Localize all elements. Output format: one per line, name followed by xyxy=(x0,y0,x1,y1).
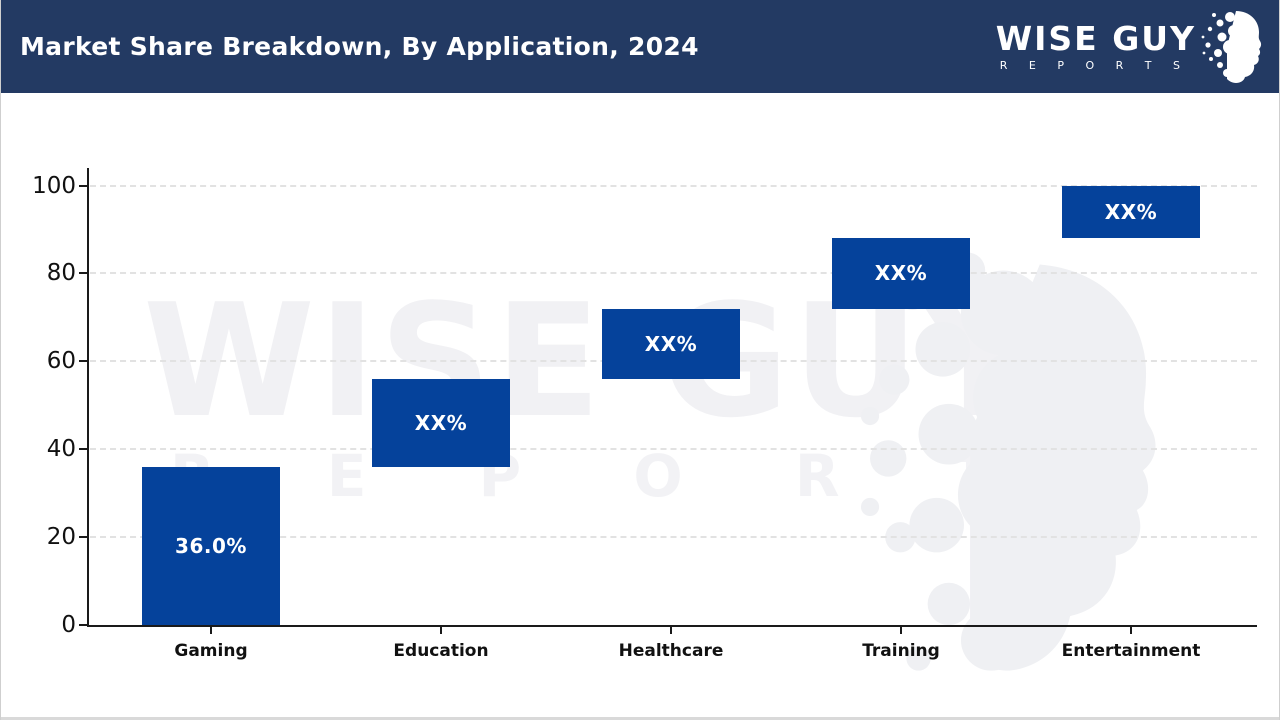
x-axis-tick xyxy=(210,627,212,634)
y-axis-tick-label: 40 xyxy=(46,436,76,463)
watermark-head-icon xyxy=(845,222,1180,711)
category-label-entertainment: Entertainment xyxy=(1061,641,1201,661)
y-axis-tick xyxy=(79,536,88,539)
category-label-gaming: Gaming xyxy=(174,641,248,661)
y-axis-tick xyxy=(79,624,88,626)
y-axis-tick-label: 80 xyxy=(46,260,76,287)
bar-healthcare: XX% xyxy=(602,308,740,379)
bar-training: XX% xyxy=(832,238,970,309)
page-title: Market Share Breakdown, By Application, … xyxy=(20,32,699,61)
x-axis-tick xyxy=(440,627,442,634)
y-axis-tick xyxy=(79,360,88,363)
x-axis-tick xyxy=(900,627,902,634)
gridline-20 xyxy=(90,536,1257,539)
gridline-40 xyxy=(90,448,1257,451)
bar-value-label-training: XX% xyxy=(874,261,928,286)
bar-gaming: 36.0% xyxy=(142,466,280,625)
logo-head-icon xyxy=(1200,7,1262,87)
bottom-edge-line xyxy=(0,717,1280,720)
header-bar: Market Share Breakdown, By Application, … xyxy=(0,0,1280,93)
bar-value-label-entertainment: XX% xyxy=(1104,199,1158,224)
logo-subtitle: R E P O R T S xyxy=(999,58,1189,72)
bar-value-label-gaming: 36.0% xyxy=(175,533,247,558)
bar-entertainment: XX% xyxy=(1062,185,1200,239)
bar-education: XX% xyxy=(372,378,510,467)
y-axis-tick-label: 0 xyxy=(61,612,76,638)
logo-wordmark: WISE GUY xyxy=(995,18,1196,58)
category-label-training: Training xyxy=(862,641,940,661)
y-axis-tick-label: 60 xyxy=(46,348,76,375)
y-axis-tick xyxy=(79,272,88,275)
y-axis-tick-label: 100 xyxy=(32,172,76,199)
y-axis-tick xyxy=(79,448,88,451)
x-axis-line xyxy=(87,625,1257,627)
bar-value-label-education: XX% xyxy=(414,410,468,435)
bar-value-label-healthcare: XX% xyxy=(644,331,698,356)
gridline-100 xyxy=(90,184,1257,187)
wiseguy-logo: WISE GUY R E P O R T S xyxy=(996,7,1262,87)
x-axis-tick xyxy=(1130,627,1132,634)
y-axis-tick-label: 20 xyxy=(46,524,76,551)
gridline-80 xyxy=(90,272,1257,275)
left-edge-line xyxy=(0,0,1,720)
category-label-education: Education xyxy=(393,641,489,661)
category-label-healthcare: Healthcare xyxy=(618,641,724,661)
y-axis-line xyxy=(87,168,89,627)
y-axis-tick xyxy=(79,184,88,187)
x-axis-tick xyxy=(670,627,672,634)
